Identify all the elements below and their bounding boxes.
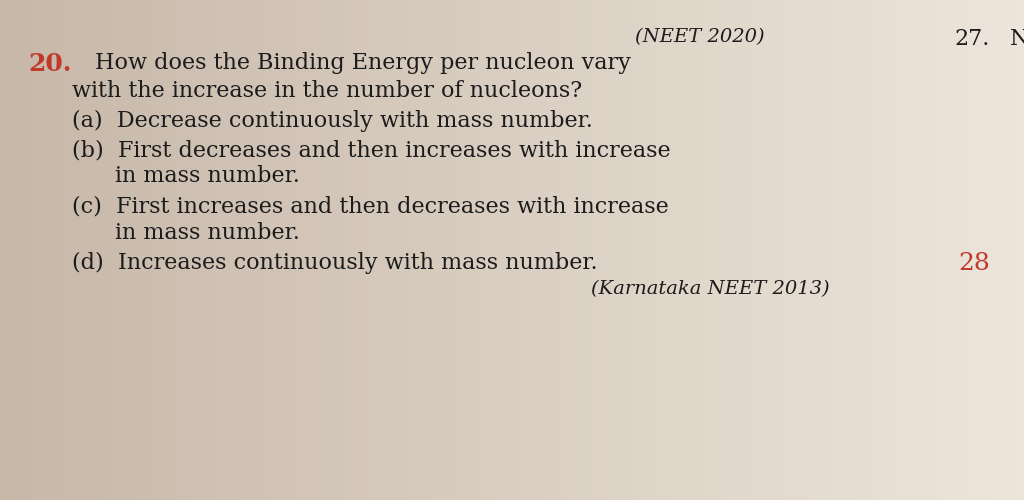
Text: (Karnataka NEET 2013): (Karnataka NEET 2013) xyxy=(592,280,830,298)
Text: (d)  Increases continuously with mass number.: (d) Increases continuously with mass num… xyxy=(72,252,598,274)
Text: (b)  First decreases and then increases with increase: (b) First decreases and then increases w… xyxy=(72,140,671,162)
Text: (c)  First increases and then decreases with increase: (c) First increases and then decreases w… xyxy=(72,195,669,217)
Text: N: N xyxy=(1011,28,1024,50)
Text: in mass number.: in mass number. xyxy=(115,222,300,244)
Text: in mass number.: in mass number. xyxy=(115,165,300,187)
Text: 28: 28 xyxy=(958,252,990,275)
Text: with the increase in the number of nucleons?: with the increase in the number of nucle… xyxy=(72,80,582,102)
Text: 27.: 27. xyxy=(954,28,990,50)
Text: 20.: 20. xyxy=(28,52,72,76)
Text: (NEET 2020): (NEET 2020) xyxy=(635,28,765,46)
Text: How does the Binding Energy per nucleon vary: How does the Binding Energy per nucleon … xyxy=(95,52,631,74)
Text: (a)  Decrease continuously with mass number.: (a) Decrease continuously with mass numb… xyxy=(72,110,593,132)
